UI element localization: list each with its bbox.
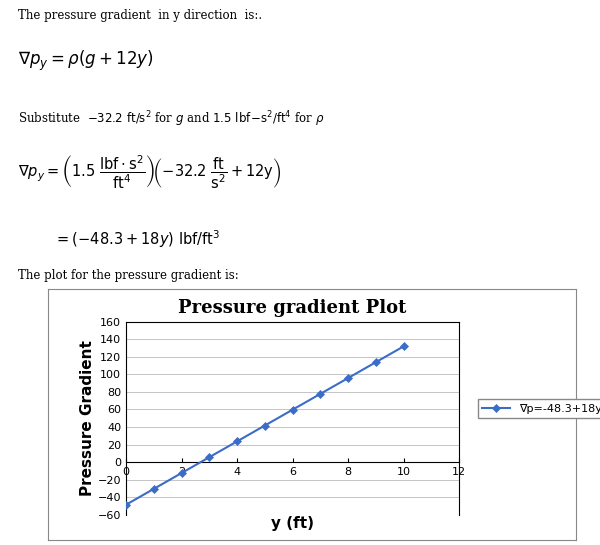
∇p=-48.3+18y: [289, 407, 296, 413]
Text: $\nabla p_y = \rho(g+12y)$: $\nabla p_y = \rho(g+12y)$: [18, 49, 154, 74]
∇p=-48.3+18y: [233, 438, 241, 445]
∇p=-48.3+18y: [206, 454, 213, 461]
Text: $\nabla p_y = \left(1.5\ \dfrac{\rm{lbf \cdot s^2}}{\rm{ft^4}}\right)\!\left(-32: $\nabla p_y = \left(1.5\ \dfrac{\rm{lbf …: [18, 153, 281, 191]
∇p=-48.3+18y: [150, 486, 157, 492]
Text: The plot for the pressure gradient is:: The plot for the pressure gradient is:: [18, 269, 239, 282]
Title: Pressure gradient Plot: Pressure gradient Plot: [178, 299, 407, 317]
Y-axis label: Pressure Gradient: Pressure Gradient: [80, 340, 95, 496]
∇p=-48.3+18y: [178, 470, 185, 476]
Text: Substitute  $-32.2\ \rm{ft/s^2}$ for $g$ and $1.5\ \rm{lbf\!-\!s^2/ft^4}$ for $\: Substitute $-32.2\ \rm{ft/s^2}$ for $g$ …: [18, 110, 325, 129]
∇p=-48.3+18y: [344, 375, 352, 382]
∇p=-48.3+18y: [317, 391, 324, 397]
X-axis label: y (ft): y (ft): [271, 516, 314, 531]
∇p=-48.3+18y: [122, 501, 130, 508]
∇p=-48.3+18y: [261, 422, 268, 429]
∇p=-48.3+18y: [400, 343, 407, 350]
Text: $=(-48.3+18y)\ \rm{lbf/ft^3}$: $=(-48.3+18y)\ \rm{lbf/ft^3}$: [54, 228, 220, 250]
Line: ∇p=-48.3+18y: ∇p=-48.3+18y: [123, 344, 406, 507]
Text: The pressure gradient  in y direction  is:.: The pressure gradient in y direction is:…: [18, 9, 262, 22]
∇p=-48.3+18y: [372, 359, 379, 366]
Legend: ∇p=-48.3+18y: ∇p=-48.3+18y: [478, 399, 600, 418]
